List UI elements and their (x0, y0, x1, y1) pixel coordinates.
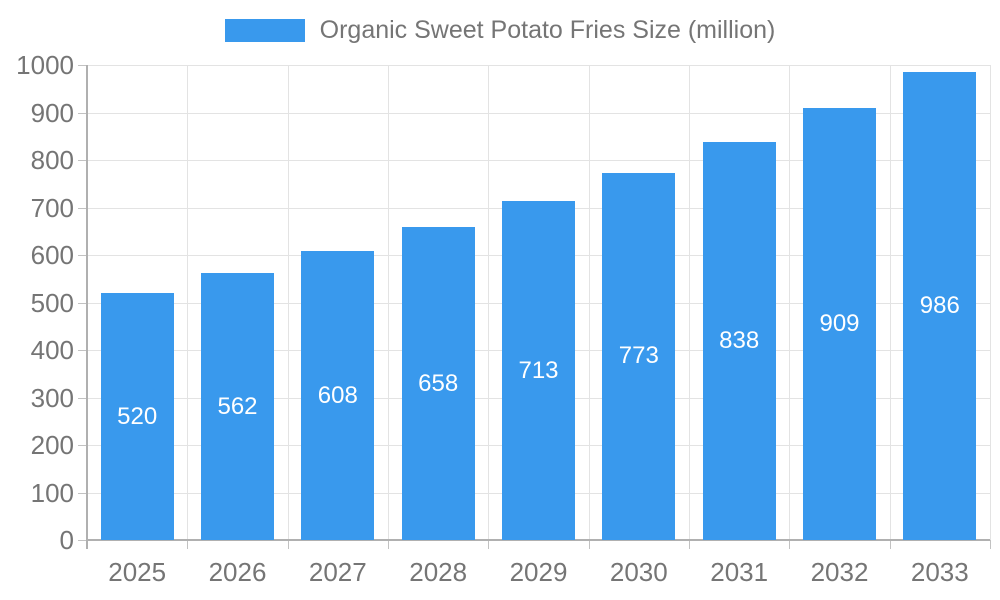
x-axis-tick-label: 2027 (308, 557, 367, 587)
y-axis-tick (78, 540, 87, 541)
x-axis-tick (889, 540, 891, 549)
bar-value-label: 713 (518, 356, 559, 384)
y-axis-tick-label: 200 (30, 430, 74, 460)
x-axis-tick-label: 2033 (910, 557, 969, 587)
legend-swatch-icon (224, 18, 305, 42)
bar-value-label: 608 (317, 381, 358, 409)
gridline-horizontal (87, 65, 990, 66)
y-axis-line (86, 65, 88, 549)
x-axis-tick-label: 2029 (509, 557, 568, 587)
x-axis-tick (488, 540, 490, 549)
x-axis-tick-label: 2032 (810, 557, 869, 587)
bar-value-label: 909 (819, 310, 860, 338)
y-axis-tick-label: 300 (30, 382, 74, 413)
y-axis-tick (78, 207, 87, 209)
bar-value-label: 986 (919, 291, 960, 319)
y-axis-tick-label: 800 (30, 145, 74, 175)
y-axis-tick-label: 100 (30, 477, 74, 508)
y-axis-tick (78, 492, 87, 494)
gridline-vertical (990, 65, 991, 540)
bar-2033 (903, 71, 977, 540)
x-axis-tick (789, 540, 791, 549)
legend-label: Organic Sweet Potato Fries Size (million… (319, 15, 776, 44)
x-axis-tick-label: 2026 (208, 557, 267, 587)
bar-2030 (602, 172, 676, 540)
bar-value-label: 658 (418, 369, 459, 397)
y-axis-tick-label: 0 (59, 525, 74, 555)
bar-2028 (401, 227, 475, 540)
gridline-horizontal (87, 112, 990, 114)
x-axis-tick (990, 540, 991, 549)
bar-2031 (702, 141, 776, 540)
y-axis-tick-label: 1000 (16, 50, 74, 80)
bar-value-label: 773 (618, 342, 659, 370)
x-axis-tick-label: 2025 (108, 557, 167, 587)
y-axis-tick (78, 350, 87, 351)
x-axis-tick-label: 2030 (609, 557, 668, 587)
x-axis-tick-label: 2031 (710, 557, 769, 587)
bar-2032 (803, 108, 876, 540)
x-axis-tick (588, 540, 590, 549)
gridline-horizontal (87, 160, 990, 161)
x-axis-tick (689, 540, 690, 549)
x-axis-tick (187, 540, 189, 549)
bar-2025 (100, 293, 174, 540)
y-axis-tick (78, 255, 87, 256)
bar-value-label: 838 (719, 326, 760, 354)
x-axis-line (86, 539, 990, 541)
y-axis-tick-label: 900 (30, 97, 74, 128)
y-axis-tick-label: 600 (30, 240, 74, 270)
bar-value-label: 562 (217, 392, 258, 420)
y-axis-tick (78, 445, 87, 446)
bar-2027 (301, 251, 375, 540)
y-axis-tick (78, 65, 87, 66)
bar-value-label: 520 (117, 402, 158, 430)
legend-item[interactable]: Organic Sweet Potato Fries Size (million… (0, 15, 1000, 45)
y-axis-tick-label: 400 (30, 335, 74, 365)
x-axis-tick-label: 2028 (409, 557, 468, 587)
bar-2026 (201, 273, 274, 540)
y-axis-tick (78, 302, 87, 304)
y-axis-tick-label: 700 (30, 192, 74, 223)
x-axis-tick (287, 540, 289, 549)
y-axis-tick (78, 397, 87, 399)
y-axis-tick (78, 160, 87, 161)
y-axis-tick (78, 112, 87, 114)
x-axis-tick (388, 540, 389, 549)
y-axis-tick-label: 500 (30, 287, 74, 318)
bar-2029 (502, 201, 575, 540)
